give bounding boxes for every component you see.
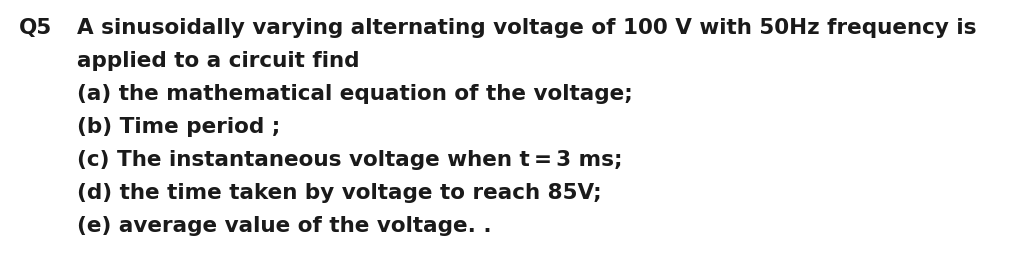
Text: (a) the mathematical equation of the voltage;: (a) the mathematical equation of the vol…	[77, 84, 633, 104]
Text: A sinusoidally varying alternating voltage of 100 V with 50Hz frequency is: A sinusoidally varying alternating volta…	[77, 18, 976, 38]
Text: (d) the time taken by voltage to reach 85V;: (d) the time taken by voltage to reach 8…	[77, 183, 601, 203]
Text: (c) The instantaneous voltage when t = 3 ms;: (c) The instantaneous voltage when t = 3…	[77, 150, 623, 170]
Text: (e) average value of the voltage. .: (e) average value of the voltage. .	[77, 216, 492, 236]
Text: (b) Time period ;: (b) Time period ;	[77, 117, 280, 137]
Text: applied to a circuit find: applied to a circuit find	[77, 51, 359, 71]
Text: Q5: Q5	[18, 18, 51, 38]
